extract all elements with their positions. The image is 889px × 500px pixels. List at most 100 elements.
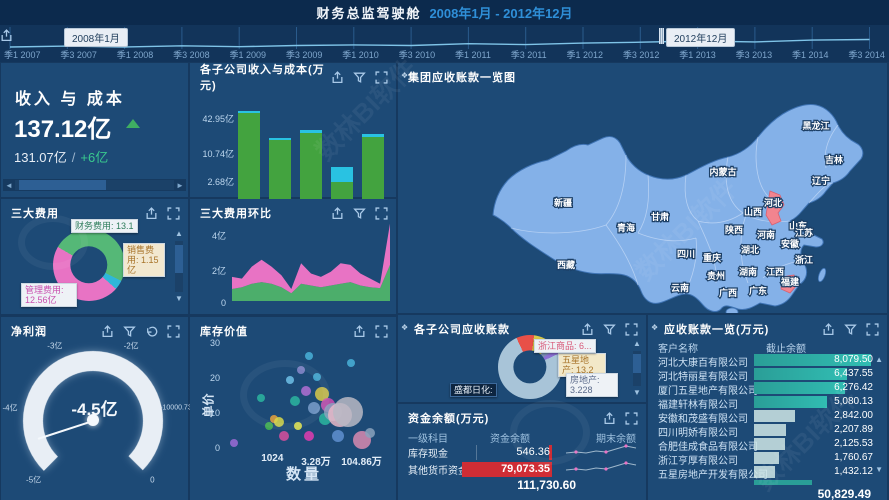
filter-icon[interactable] — [603, 323, 616, 336]
bubble[interactable] — [315, 387, 329, 402]
province-hebei-highlight[interactable] — [765, 190, 785, 226]
scroll-down-icon[interactable]: ▼ — [175, 294, 183, 303]
bubble[interactable] — [286, 376, 294, 385]
bubble[interactable] — [257, 393, 266, 402]
bubble[interactable] — [265, 421, 274, 430]
expand-icon[interactable] — [375, 206, 388, 220]
area-chart[interactable] — [194, 201, 394, 313]
timeline-end-tag[interactable]: 2012年12月 — [666, 28, 736, 47]
province-label-黑龙江[interactable]: 黑龙江 — [801, 119, 831, 133]
province-label-陕西[interactable]: 陕西 — [724, 223, 745, 237]
export-icon[interactable] — [603, 411, 616, 425]
scrollbar-track[interactable] — [175, 241, 183, 292]
scroll-up-icon[interactable]: ▲ — [633, 339, 641, 348]
filter-icon[interactable] — [123, 325, 136, 338]
filter-icon[interactable] — [844, 323, 857, 336]
receivable-row[interactable]: 浙江亨厚有限公司 1,760.67 — [648, 451, 873, 467]
province-label-江西[interactable]: 江西 — [765, 265, 786, 279]
scroll-right-icon[interactable]: ► — [176, 180, 184, 190]
pin-icon[interactable]: ❖ — [401, 71, 409, 80]
province-label-吉林[interactable]: 吉林 — [824, 153, 846, 167]
bar[interactable] — [362, 133, 384, 213]
funds-row[interactable]: 库存现金 546.36 — [408, 443, 638, 460]
expand-icon[interactable] — [375, 324, 388, 338]
bar[interactable] — [238, 111, 260, 213]
scrollbar-thumb[interactable] — [19, 180, 107, 190]
bubble[interactable] — [332, 430, 344, 443]
bar[interactable] — [300, 129, 322, 213]
province-label-新疆[interactable]: 新疆 — [553, 196, 574, 210]
scroll-down-icon[interactable]: ▼ — [633, 388, 641, 397]
receivable-row[interactable]: 福建轩林有限公司 5,080.13 — [648, 395, 873, 411]
bar-chart[interactable] — [238, 95, 388, 213]
bubble[interactable] — [346, 358, 355, 367]
province-label-青海[interactable]: 青海 — [616, 221, 637, 235]
province-label-福建[interactable]: 福建 — [779, 275, 802, 289]
receivable-row[interactable]: 安徽和茂盛有限公司 2,842.00 — [648, 409, 873, 425]
province-label-湖南[interactable]: 湖南 — [738, 265, 759, 279]
bubble[interactable] — [289, 396, 300, 407]
scrollbar-thumb[interactable] — [633, 353, 641, 374]
receivable-row[interactable]: 合肥佳成食品有限公司 2,125.53 — [648, 437, 873, 453]
receivable-row[interactable]: 五星房地产开发有限公司 1,432.12 — [648, 465, 873, 481]
expand-icon[interactable] — [375, 70, 388, 84]
province-label-湖北[interactable]: 湖北 — [740, 243, 761, 257]
province-label-安徽[interactable]: 安徽 — [780, 237, 802, 251]
province-label-广西[interactable]: 广西 — [718, 286, 739, 300]
scroll-up-icon[interactable]: ▲ — [175, 229, 183, 238]
scroll-left-icon[interactable]: ◄ — [5, 180, 13, 190]
province-label-贵州[interactable]: 贵州 — [706, 269, 727, 283]
pin-icon[interactable]: ❖ — [651, 323, 659, 332]
funds-row[interactable]: 其他货币资金 79,073.35 — [408, 460, 638, 477]
bubble[interactable] — [273, 417, 284, 428]
bubble[interactable] — [332, 396, 363, 427]
timeline-chart[interactable] — [0, 25, 889, 49]
timeline-start-tag[interactable]: 2008年1月 — [64, 28, 128, 47]
province-label-江苏[interactable]: 江苏 — [794, 226, 815, 240]
scroll-down-icon[interactable]: ▼ — [875, 465, 883, 474]
province-label-内蒙古[interactable]: 内蒙古 — [708, 165, 738, 179]
export-icon[interactable] — [353, 324, 366, 338]
export-icon[interactable] — [101, 324, 114, 338]
province-label-浙江[interactable]: 浙江 — [794, 253, 815, 267]
bubble[interactable] — [305, 351, 314, 360]
province-label-西藏[interactable]: 西藏 — [556, 258, 577, 272]
timeline-end-handle[interactable] — [659, 28, 664, 44]
bar[interactable] — [269, 138, 291, 213]
bubble[interactable] — [365, 427, 375, 438]
scrollbar-track[interactable] — [15, 180, 174, 190]
receivable-row[interactable]: 厦门五星地产有限公司 6,276.42 — [648, 381, 873, 397]
filter-icon[interactable] — [353, 207, 366, 220]
bubble[interactable] — [297, 365, 306, 374]
receivable-row[interactable]: 四川明娇有限公司 2,207.89 — [648, 423, 873, 439]
china-outline[interactable] — [492, 104, 864, 313]
province-label-河北[interactable]: 河北 — [763, 196, 784, 210]
expand-icon[interactable] — [167, 324, 180, 338]
export-icon[interactable] — [331, 70, 344, 84]
scroll-up-icon[interactable]: ▲ — [875, 355, 883, 364]
hainan-island[interactable] — [725, 307, 739, 313]
expand-icon[interactable] — [866, 322, 879, 336]
province-fujian-highlight[interactable] — [780, 274, 798, 294]
expand-icon[interactable] — [625, 411, 638, 425]
province-label-河南[interactable]: 河南 — [756, 228, 777, 242]
taiwan-island[interactable] — [817, 267, 827, 283]
province-label-云南[interactable]: 云南 — [670, 281, 691, 295]
bubble[interactable] — [278, 431, 289, 442]
receivable-row[interactable]: 河北大康百有限公司 8,079.50 — [648, 353, 873, 369]
expand-icon[interactable] — [167, 206, 180, 220]
receivable-row[interactable]: 河北特丽星有限公司 6,437.55 — [648, 367, 873, 383]
undo-icon[interactable] — [145, 325, 158, 338]
province-label-广东[interactable]: 广东 — [748, 284, 769, 298]
province-label-山西[interactable]: 山西 — [743, 205, 764, 219]
province-label-甘肃[interactable]: 甘肃 — [650, 210, 671, 224]
bubble[interactable] — [301, 385, 311, 396]
export-icon[interactable] — [822, 322, 835, 336]
bubble[interactable] — [304, 431, 315, 442]
bubble[interactable] — [230, 439, 238, 448]
filter-icon[interactable] — [353, 71, 366, 84]
bubble[interactable] — [313, 372, 322, 381]
pin-icon[interactable]: ❖ — [401, 323, 409, 332]
export-icon[interactable] — [581, 322, 594, 336]
